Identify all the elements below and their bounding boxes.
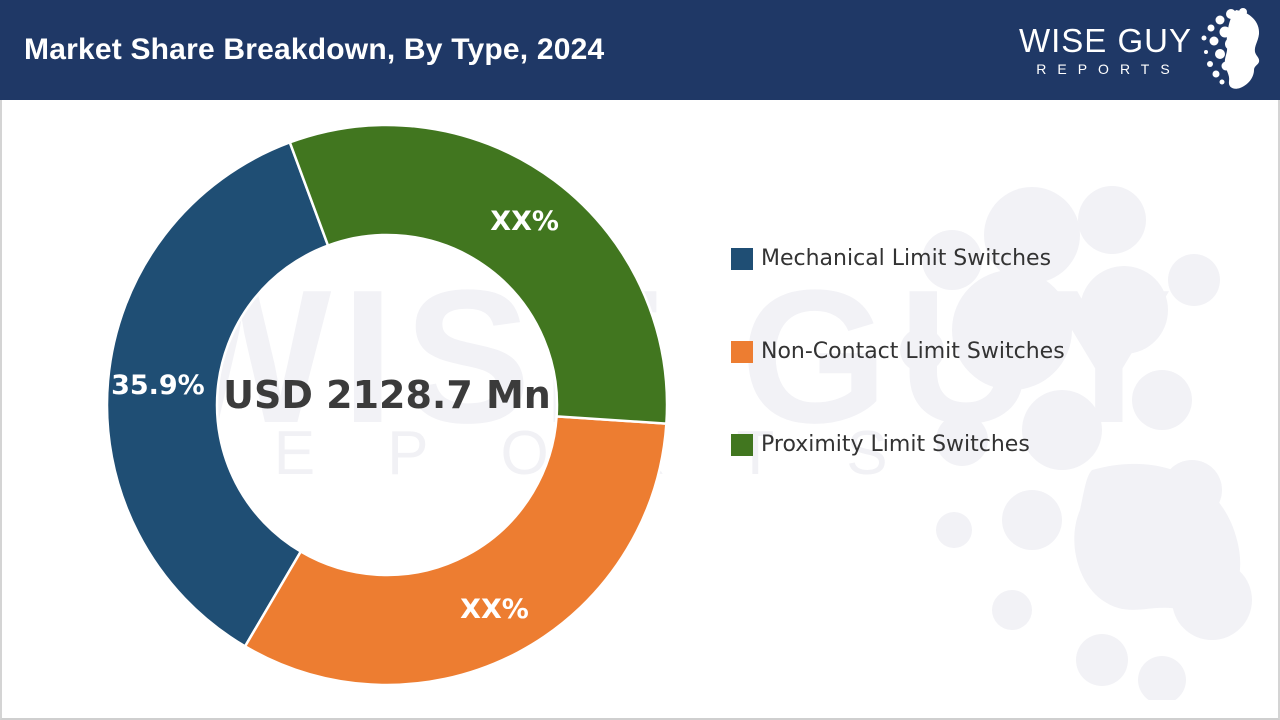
legend-label: Non-Contact Limit Switches — [761, 339, 1065, 364]
donut-center-label: USD 2128.7 Mn — [223, 373, 551, 417]
legend-item-mechanical: Mechanical Limit Switches — [731, 246, 1065, 271]
legend-label: Mechanical Limit Switches — [761, 246, 1052, 271]
slice-percvalue-label: XX% — [460, 594, 529, 625]
donut-slice-proximity-limit-switches — [288, 123, 669, 425]
legend-item-non-contact: Non-Contact Limit Switches — [731, 339, 1065, 364]
legend-label: Proximity Limit Switches — [761, 432, 1030, 457]
donut-slice-non-contact-limit-switches — [243, 415, 668, 687]
watermark-face-icon — [900, 186, 1252, 700]
wise-guy-logo: WISE GUY REPORTS — [1019, 8, 1262, 92]
header: Market Share Breakdown, By Type, 2024 WI… — [0, 0, 1280, 100]
logo-face-icon — [1201, 8, 1260, 89]
page-title: Market Share Breakdown, By Type, 2024 — [24, 33, 605, 66]
chart-area: WISE GUY REPORTS USD 2128.7 Mn XX%XX%35.… — [0, 100, 1280, 720]
legend: Mechanical Limit Switches Non-Contact Li… — [731, 246, 1065, 457]
watermark-subtitle: REPORTS — [157, 418, 960, 489]
logo-wordmark-block: WISE GUY REPORTS — [1019, 24, 1192, 76]
slice-percvalue-label: XX% — [490, 206, 559, 237]
slice-percvalue-label: 35.9% — [111, 370, 205, 401]
donut-slice-mechanical-limit-switches — [105, 141, 330, 648]
logo-subtitle: REPORTS — [1036, 61, 1181, 77]
legend-swatch-non-contact — [731, 340, 753, 363]
legend-swatch-mechanical — [731, 247, 753, 270]
legend-item-proximity: Proximity Limit Switches — [731, 432, 1065, 457]
logo-wordmark: WISE GUY — [1018, 22, 1192, 59]
donut-chart: USD 2128.7 Mn XX% XX% 35.9% — [105, 123, 669, 687]
legend-swatch-proximity — [731, 433, 753, 456]
